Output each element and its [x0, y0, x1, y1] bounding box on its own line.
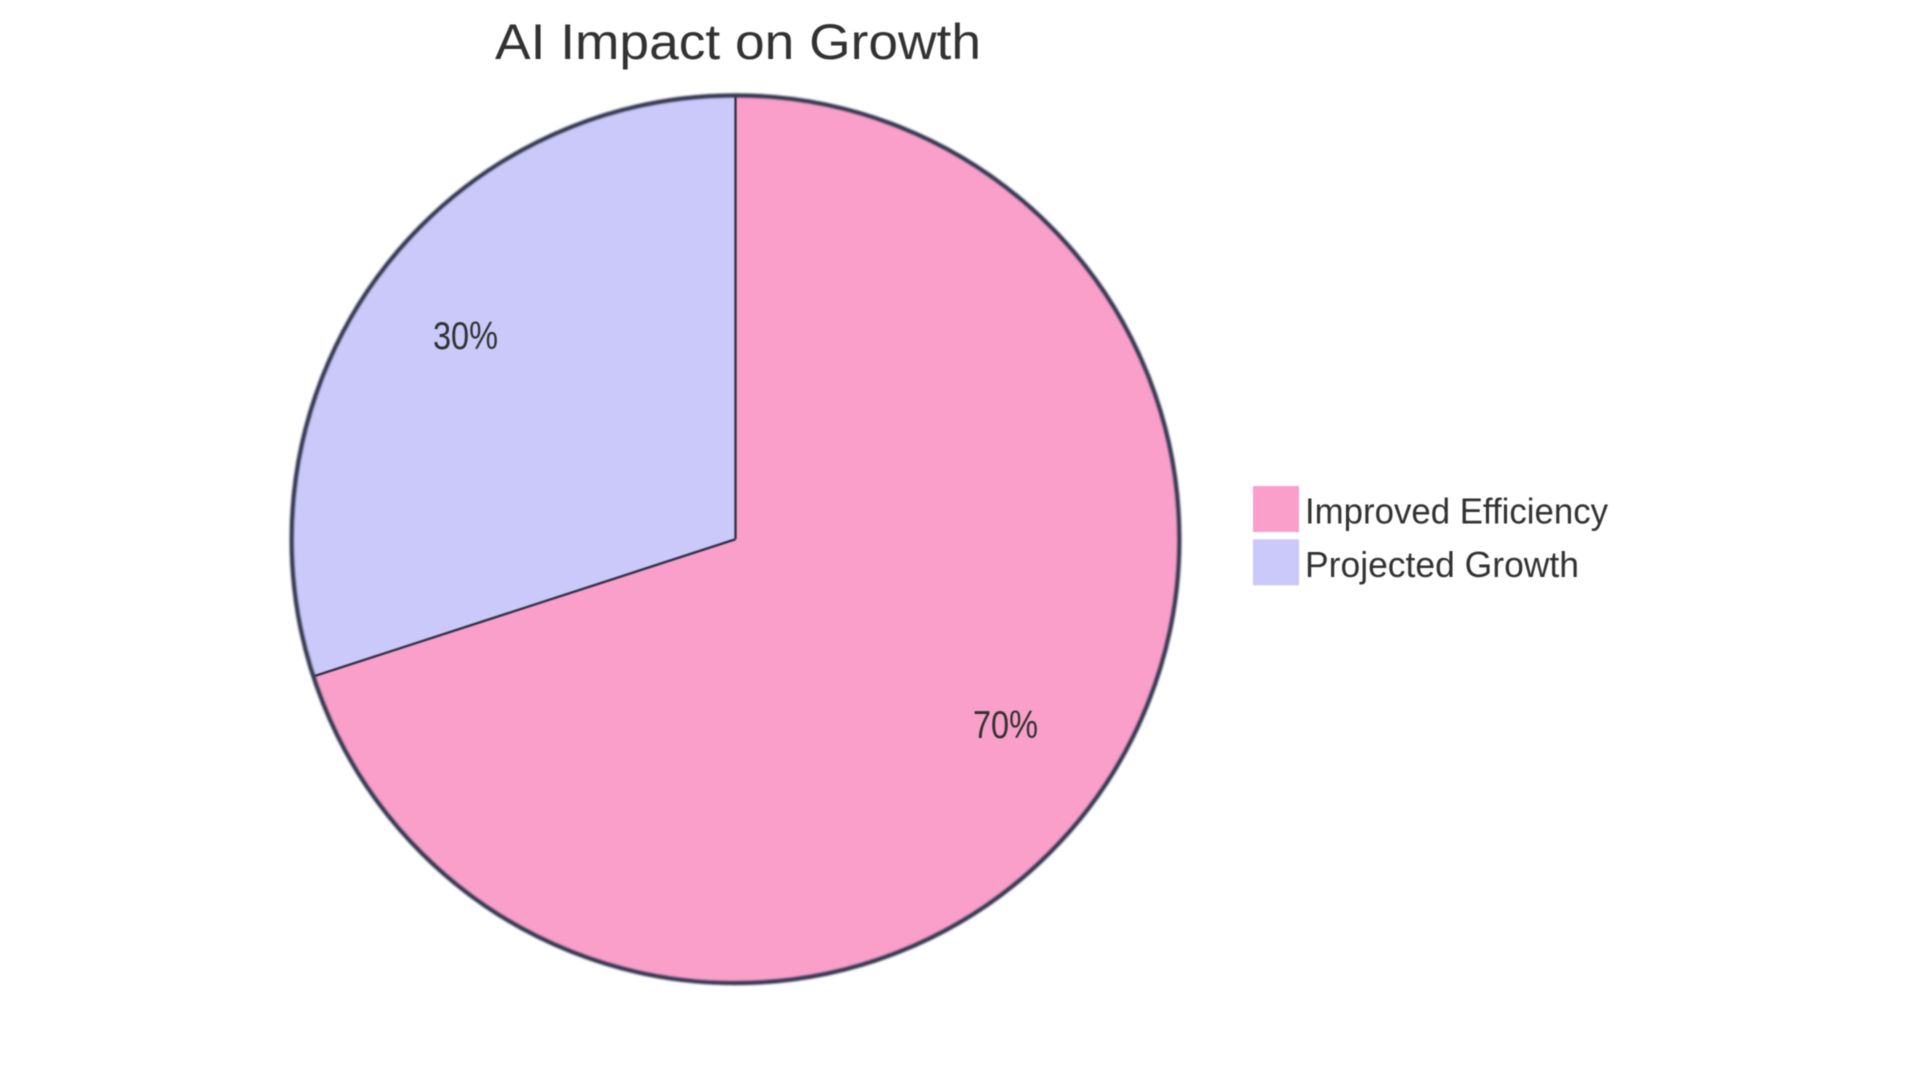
svg-text:30%: 30%: [433, 315, 498, 358]
svg-text:AI Impact on Growth: AI Impact on Growth: [495, 14, 981, 70]
svg-text:Improved Efficiency: Improved Efficiency: [1305, 491, 1608, 532]
svg-text:Projected Growth: Projected Growth: [1305, 544, 1579, 585]
svg-text:70%: 70%: [973, 704, 1038, 747]
